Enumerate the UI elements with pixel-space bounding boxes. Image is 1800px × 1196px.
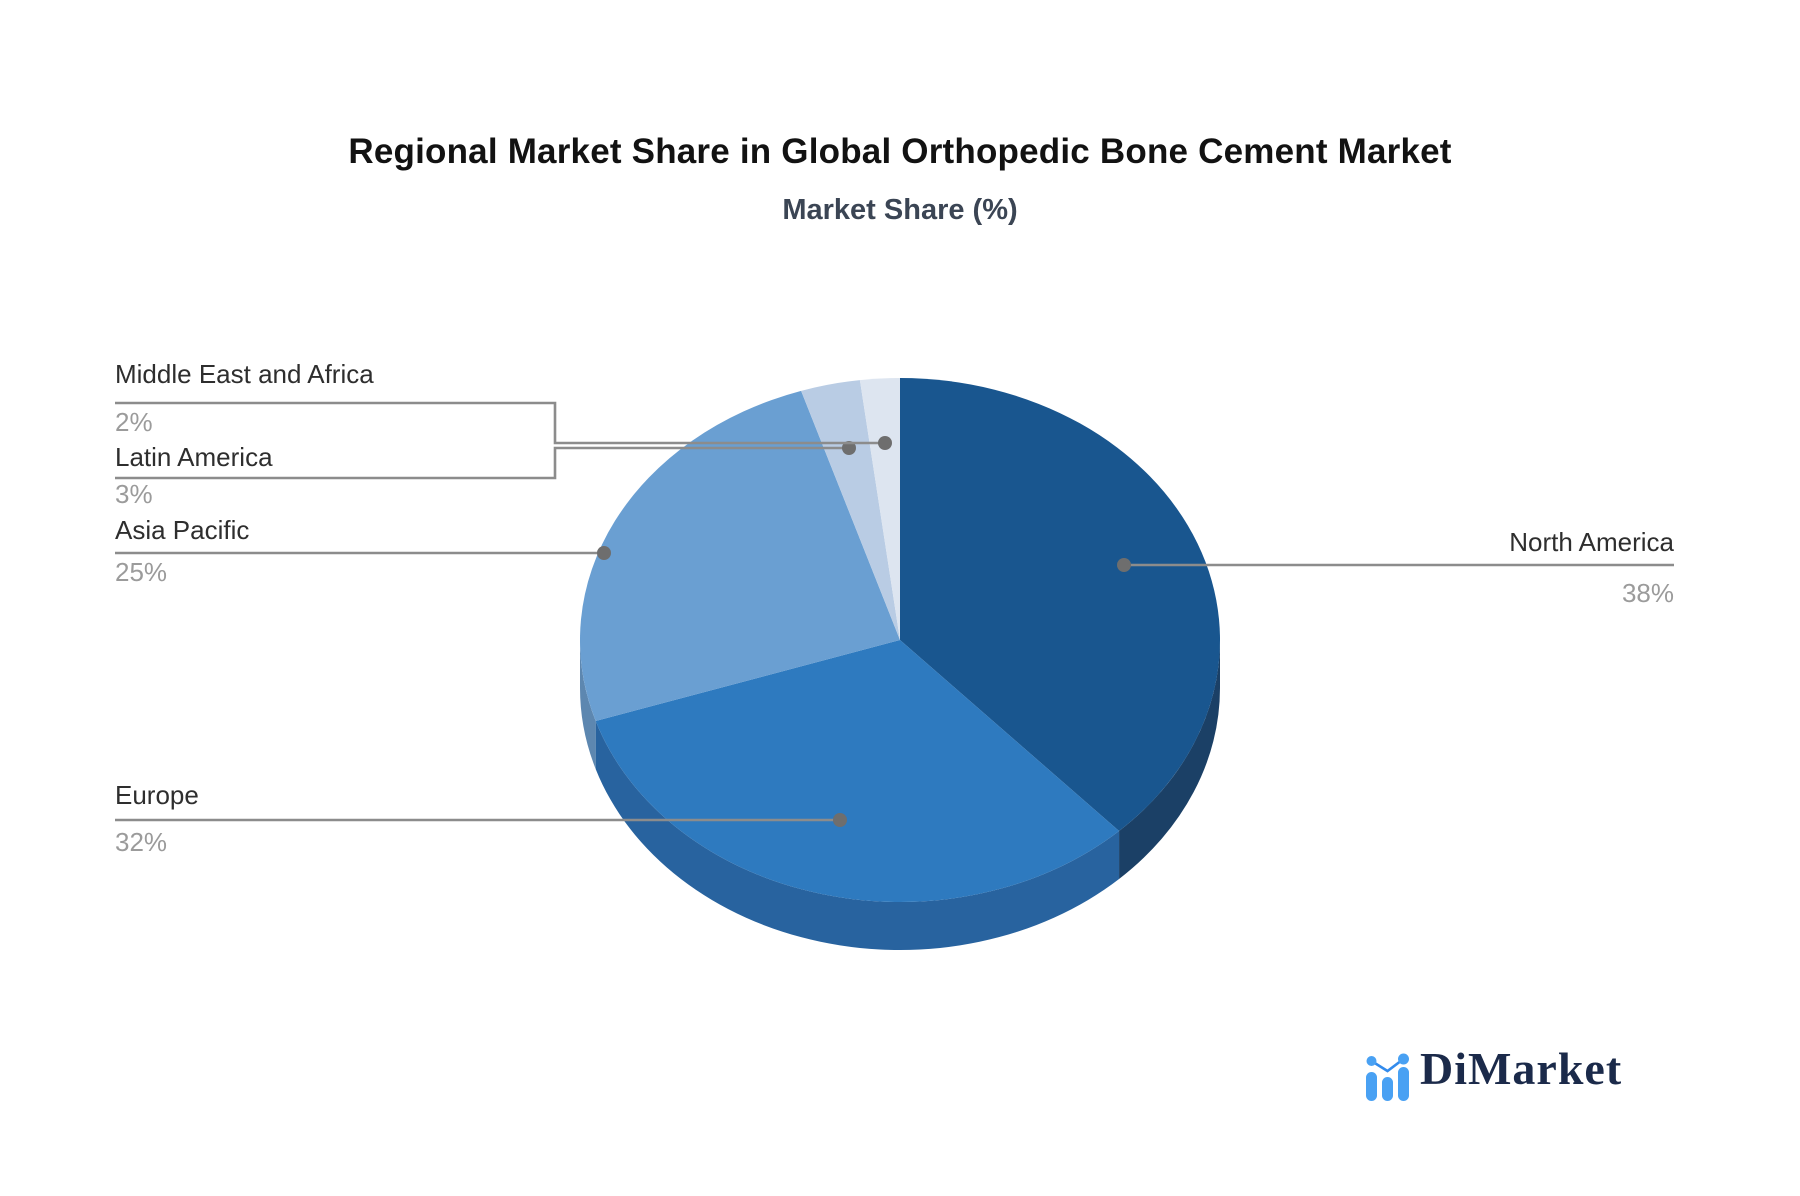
chart-title: Regional Market Share in Global Orthoped…	[348, 132, 1452, 171]
slice-label-middle-east-and-africa: Middle East and Africa	[115, 359, 374, 389]
pie-slice-side-north-america	[1119, 640, 1220, 879]
pie-slice-latin-america[interactable]	[801, 380, 900, 640]
leader-dot-north-america	[1117, 558, 1131, 572]
leader-line-latin-america	[115, 446, 849, 480]
slice-label-europe: Europe	[115, 780, 199, 810]
slice-label-north-america: North America	[1509, 527, 1674, 557]
leader-line-middle-east-and-africa	[115, 401, 885, 445]
leader-dot-europe	[833, 813, 847, 827]
pie-slice-side-europe	[595, 720, 1120, 951]
pie-slice-europe[interactable]	[595, 640, 1120, 903]
slice-value-europe: 32%	[115, 827, 168, 857]
slice-value-asia-pacific: 25%	[115, 557, 168, 587]
leader-dot-asia-pacific	[597, 546, 611, 560]
leader-dot-middle-east-and-africa	[878, 436, 892, 450]
pie-slice-asia-pacific[interactable]	[579, 390, 900, 721]
chart-subtitle: Market Share (%)	[782, 194, 1018, 226]
pie-slice-north-america[interactable]	[900, 378, 1221, 831]
brand-bar-chart-icon	[1366, 1053, 1409, 1101]
brand-name: DiMarket	[1420, 1043, 1623, 1094]
pie-slice-side-asia-pacific	[580, 640, 596, 769]
slice-value-north-america: 38%	[1621, 578, 1674, 608]
slice-value-middle-east-and-africa: 2%	[115, 407, 153, 437]
slice-label-asia-pacific: Asia Pacific	[115, 515, 250, 545]
brand-logo: DiMarket	[1360, 1030, 1690, 1110]
slice-value-latin-america: 3%	[115, 479, 153, 509]
leader-dot-latin-america	[842, 441, 856, 455]
slice-label-latin-america: Latin America	[115, 442, 273, 472]
